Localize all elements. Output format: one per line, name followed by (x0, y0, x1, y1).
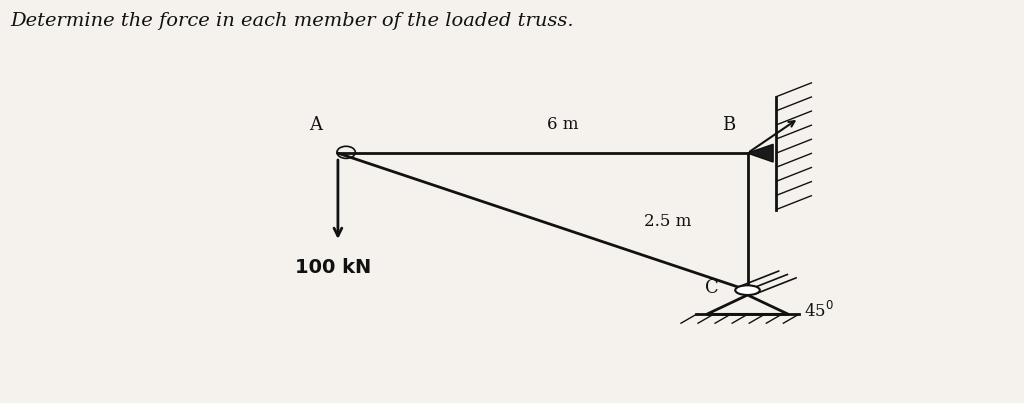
Text: B: B (723, 116, 735, 134)
Text: C: C (706, 279, 719, 297)
Circle shape (735, 285, 760, 295)
Text: 100 kN: 100 kN (295, 258, 371, 277)
Text: A: A (309, 116, 322, 134)
Text: 2.5 m: 2.5 m (644, 213, 691, 230)
Text: Determine the force in each member of the loaded truss.: Determine the force in each member of th… (10, 12, 573, 30)
Polygon shape (748, 144, 773, 162)
Text: 45$^0$: 45$^0$ (804, 301, 834, 321)
Text: 6 m: 6 m (548, 116, 579, 133)
